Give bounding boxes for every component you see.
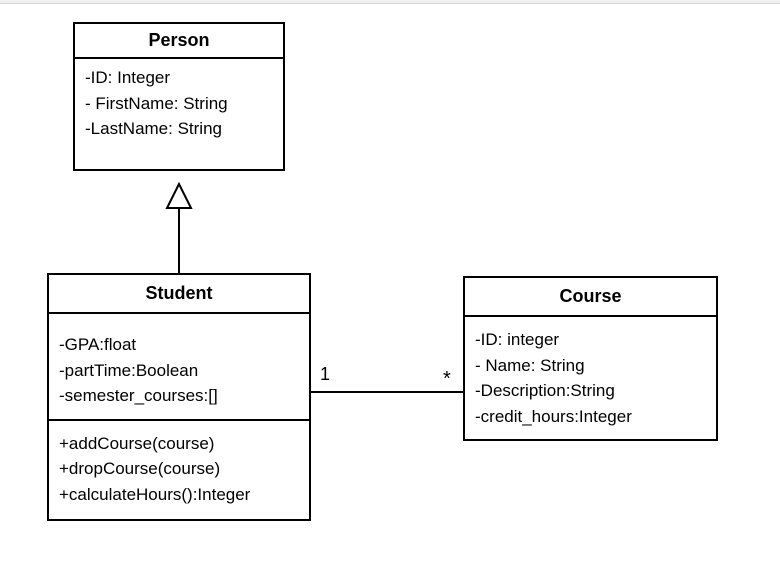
class-attributes-person: -ID: Integer - FirstName: String -LastNa… bbox=[75, 59, 283, 169]
method-line: +dropCourse(course) bbox=[59, 456, 299, 482]
multiplicity-to: * bbox=[443, 368, 451, 391]
attr-line: -ID: integer bbox=[475, 327, 706, 353]
multiplicity-from: 1 bbox=[320, 364, 330, 385]
attr-line: -credit_hours:Integer bbox=[475, 404, 706, 430]
class-title-student: Student bbox=[49, 275, 309, 314]
window-top-bar bbox=[0, 0, 780, 4]
uml-class-person: Person -ID: Integer - FirstName: String … bbox=[73, 22, 285, 171]
attr-line: -GPA:float bbox=[59, 332, 299, 358]
class-title-person: Person bbox=[75, 24, 283, 59]
uml-class-student: Student -GPA:float -partTime:Boolean -se… bbox=[47, 273, 311, 521]
attr-line: -Description:String bbox=[475, 378, 706, 404]
attr-line: - Name: String bbox=[475, 353, 706, 379]
uml-class-course: Course -ID: integer - Name: String -Desc… bbox=[463, 276, 718, 441]
class-methods-student: +addCourse(course) +dropCourse(course) +… bbox=[49, 419, 309, 520]
attr-line: -semester_courses:[] bbox=[59, 383, 299, 409]
class-title-course: Course bbox=[465, 278, 716, 317]
inheritance-arrowhead-icon bbox=[167, 184, 191, 208]
attr-line: -LastName: String bbox=[85, 116, 273, 142]
class-attributes-student: -GPA:float -partTime:Boolean -semester_c… bbox=[49, 314, 309, 419]
attr-line: -partTime:Boolean bbox=[59, 358, 299, 384]
attr-line: - FirstName: String bbox=[85, 91, 273, 117]
method-line: +calculateHours():Integer bbox=[59, 482, 299, 508]
class-attributes-course: -ID: integer - Name: String -Description… bbox=[465, 317, 716, 439]
method-line: +addCourse(course) bbox=[59, 431, 299, 457]
attr-line: -ID: Integer bbox=[85, 65, 273, 91]
